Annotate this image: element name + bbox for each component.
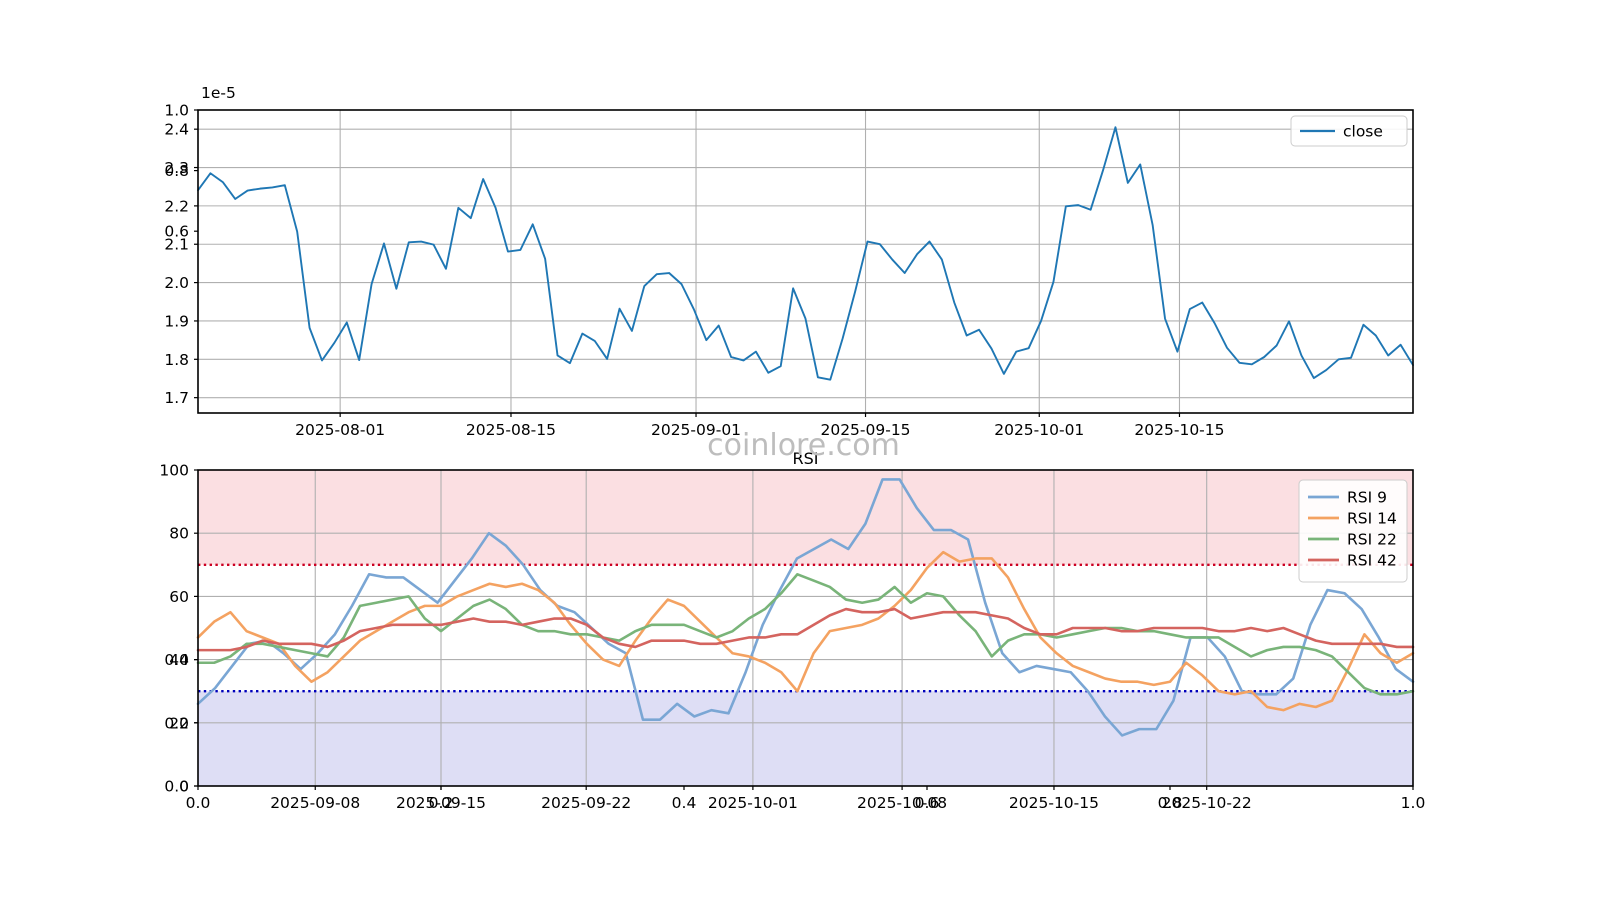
rsi-x-tick-label-secondary: 0.8 xyxy=(1158,794,1183,812)
rsi-band-overbought xyxy=(198,470,1413,565)
rsi-x-tick-label: 2025-10-01 xyxy=(708,794,798,812)
rsi-y-tick-label: 40 xyxy=(169,651,189,669)
price-y-tick-label-secondary: 0.8 xyxy=(164,162,189,180)
price-plot-background xyxy=(198,110,1413,413)
rsi-y-tick-label-secondary: 0.4 xyxy=(164,651,189,669)
rsi-panel: 100 80 60 40 20 0 2025-09-08 2025-09-15 2025-09-… xyxy=(159,449,1425,812)
rsi-y-tick-label: 0 xyxy=(179,778,189,796)
price-y-tick-label: 2.2 xyxy=(164,197,189,215)
rsi-x-tick-label: 2025-10-22 xyxy=(1162,794,1252,812)
price-y-tick-label: 2.0 xyxy=(164,274,189,292)
rsi-y-tick-label-secondary: 0.0 xyxy=(164,778,189,796)
rsi-y-tick-label: 80 xyxy=(169,525,189,543)
rsi-x-tick-label-secondary: 0.2 xyxy=(429,794,454,812)
rsi-legend-label-0: RSI 9 xyxy=(1347,489,1387,507)
rsi-legend[interactable]: RSI 9 RSI 14 RSI 22 RSI 42 xyxy=(1298,479,1408,583)
price-y-tick-label: 2.3 xyxy=(164,159,189,177)
rsi-legend-label-2: RSI 22 xyxy=(1347,531,1397,549)
rsi-x-tick-label: 2025-09-15 xyxy=(396,794,486,812)
rsi-y-tick-label: 60 xyxy=(169,588,189,606)
price-legend-label-0: close xyxy=(1343,123,1383,141)
price-y-tick-label-secondary: 0.6 xyxy=(164,223,189,241)
rsi-series-rsi-9 xyxy=(196,478,1415,737)
price-x-tick-label: 2025-09-01 xyxy=(651,421,741,439)
rsi-x-tick-label: 2025-09-08 xyxy=(270,794,360,812)
rsi-x-tick-label: 2025-10-15 xyxy=(1009,794,1099,812)
price-y-tick-label: 1.7 xyxy=(164,389,189,407)
price-legend[interactable]: close xyxy=(1290,115,1408,147)
price-legend-box xyxy=(1290,115,1408,147)
rsi-y-tick-label: 20 xyxy=(169,714,189,732)
rsi-x-tick-label: 2025-10-08 xyxy=(857,794,947,812)
rsi-y-tick-label: 100 xyxy=(159,462,189,480)
rsi-legend-label-1: RSI 14 xyxy=(1347,510,1397,528)
rsi-band-oversold xyxy=(198,691,1413,786)
rsi-y-tick-label-secondary: 0.2 xyxy=(164,714,189,732)
rsi-series-rsi-22 xyxy=(196,572,1415,696)
rsi-axes-frame xyxy=(197,469,1414,787)
price-x-tick-label: 2025-09-15 xyxy=(820,421,910,439)
rsi-legend-box xyxy=(1298,479,1408,583)
price-y-tick-label: 1.8 xyxy=(164,351,189,369)
rsi-x-tick-label-secondary: 0.6 xyxy=(915,794,940,812)
price-y-tick-label-secondary: 1.0 xyxy=(164,102,189,120)
rsi-legend-label-3: RSI 42 xyxy=(1347,552,1397,570)
rsi-x-tick-label-secondary: 0.4 xyxy=(672,794,697,812)
rsi-series-rsi-14 xyxy=(196,550,1415,712)
watermark-text: coinlore.com xyxy=(707,428,900,463)
rsi-x-tick-label: 2025-09-22 xyxy=(541,794,631,812)
price-x-tick-label: 2025-10-01 xyxy=(994,421,1084,439)
price-x-tick-label: 2025-10-15 xyxy=(1134,421,1224,439)
price-y-tick-label: 2.4 xyxy=(164,121,189,139)
rsi-x-tick-label-secondary: 0.0 xyxy=(186,794,211,812)
price-panel: 2.4 2.3 2.2 2.1 2.0 1.9 1.8 1.7 2025-08-01 2025-0… xyxy=(164,84,1414,439)
price-axes-frame xyxy=(197,109,1414,414)
price-y-axis-offset-text: 1e-5 xyxy=(201,84,236,102)
rsi-title: RSI xyxy=(793,449,819,468)
price-series-close xyxy=(197,126,1414,381)
rsi-series-rsi-42 xyxy=(196,607,1415,652)
price-y-tick-label: 1.9 xyxy=(164,312,189,330)
price-x-tick-label: 2025-08-15 xyxy=(466,421,556,439)
price-y-tick-label: 2.1 xyxy=(164,236,189,254)
rsi-x-tick-label-secondary: 1.0 xyxy=(1401,794,1426,812)
price-gridlines: 2.4 2.3 2.2 2.1 2.0 1.9 1.8 1.7 xyxy=(164,110,1413,417)
price-x-tick-label: 2025-08-01 xyxy=(295,421,385,439)
